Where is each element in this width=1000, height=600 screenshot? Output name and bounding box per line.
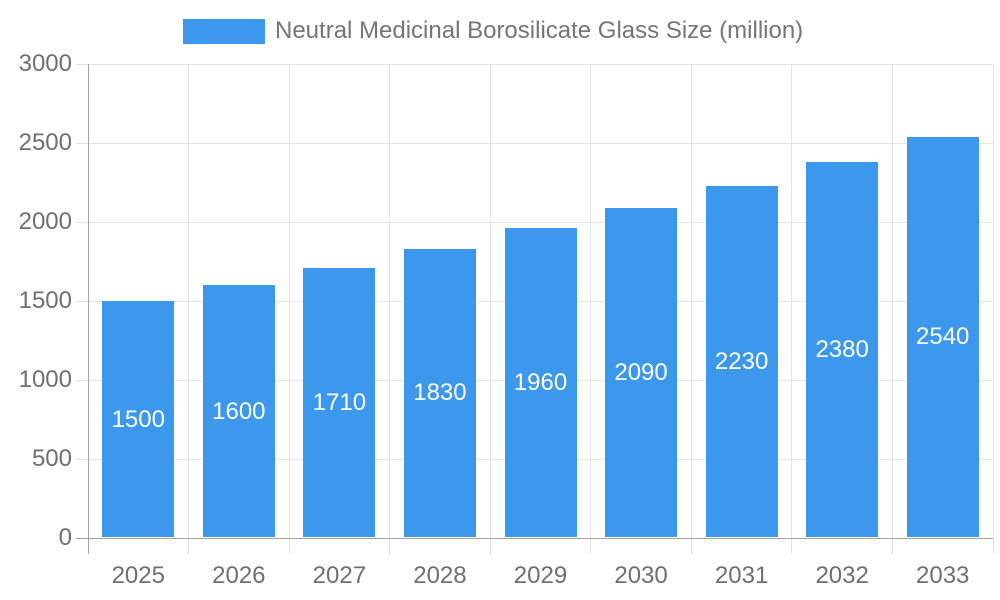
x-axis-line: [76, 537, 993, 539]
x-axis-label: 2033: [916, 562, 970, 589]
y-axis-tick: [76, 63, 88, 65]
bar: [403, 248, 476, 537]
x-gridline: [891, 64, 893, 538]
bar-value-label: 2540: [916, 323, 970, 351]
bar-value-label: 2380: [815, 335, 869, 363]
x-axis-tick: [891, 539, 893, 554]
bar-value-label: 2230: [714, 347, 769, 375]
legend-label: Neutral Medicinal Borosilicate Glass Siz…: [275, 17, 804, 44]
x-axis-label: 2025: [111, 562, 165, 589]
x-axis-label: 2030: [614, 562, 668, 589]
bar: [102, 301, 175, 537]
y-axis-label: 2000: [18, 208, 72, 235]
y-gridline: [88, 142, 993, 144]
x-axis-label: 2028: [413, 562, 467, 589]
bar: [605, 207, 678, 537]
y-axis-line: [87, 64, 89, 554]
y-axis-tick: [76, 221, 88, 223]
legend-swatch: [183, 19, 265, 44]
x-gridline: [188, 64, 190, 538]
bar-value-label: 1830: [413, 379, 467, 407]
x-gridline: [590, 64, 592, 538]
x-axis-label: 2027: [312, 562, 367, 589]
x-axis-tick: [288, 539, 290, 554]
x-axis-tick: [690, 539, 692, 554]
bar-value-label: 1600: [212, 397, 266, 425]
x-gridline: [489, 64, 491, 538]
x-axis-tick: [188, 539, 190, 554]
bar: [504, 228, 577, 537]
y-axis-label: 3000: [18, 50, 72, 77]
x-gridline: [389, 64, 391, 538]
x-axis-label: 2032: [815, 562, 869, 589]
y-axis-tick: [76, 458, 88, 460]
x-gridline: [791, 64, 793, 538]
y-axis-label: 1000: [18, 366, 72, 393]
bar-value-label: 2090: [614, 358, 668, 386]
bar: [806, 161, 879, 537]
x-gridline: [288, 64, 290, 538]
bar-value-label: 1960: [513, 369, 568, 397]
x-axis-tick: [389, 539, 391, 554]
x-gridline: [992, 64, 994, 538]
x-gridline: [690, 64, 692, 538]
x-axis-tick: [992, 539, 994, 554]
x-axis-tick: [590, 539, 592, 554]
x-axis-tick: [489, 539, 491, 554]
y-axis-tick: [76, 142, 88, 144]
y-axis-tick: [76, 379, 88, 381]
y-axis-label: 2500: [18, 129, 72, 156]
x-axis-tick: [791, 539, 793, 554]
y-axis-label: 0: [58, 524, 72, 551]
y-axis-tick: [76, 300, 88, 302]
bar: [202, 285, 275, 537]
bar-value-label: 1710: [312, 388, 367, 416]
bar: [303, 267, 376, 537]
x-axis-label: 2029: [513, 562, 568, 589]
y-axis-label: 1500: [18, 287, 72, 314]
x-axis-label: 2026: [212, 562, 266, 589]
bar: [906, 136, 979, 537]
x-axis-label: 2031: [714, 562, 769, 589]
bar-value-label: 1500: [111, 405, 165, 433]
y-gridline: [88, 221, 993, 223]
bar: [705, 185, 778, 537]
y-axis-label: 500: [31, 445, 72, 472]
y-gridline: [88, 63, 993, 65]
